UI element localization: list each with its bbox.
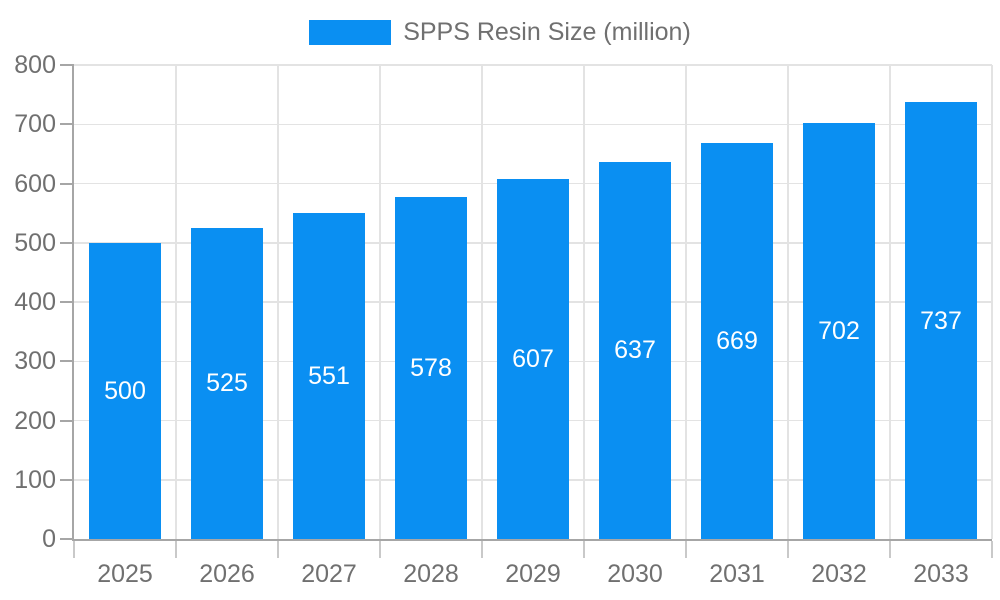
y-axis-tick [60, 182, 74, 185]
y-axis-tick-label: 600 [14, 169, 56, 198]
gridline-vertical [583, 65, 585, 539]
gridline-horizontal [74, 123, 992, 125]
y-axis-tick-label: 300 [14, 347, 56, 376]
x-axis-tick-label: 2026 [199, 560, 255, 588]
x-axis-tick-label: 2032 [811, 560, 867, 588]
bar[interactable] [89, 242, 161, 539]
y-axis-tick-label: 800 [14, 51, 56, 79]
gridline-vertical [991, 65, 993, 539]
bar[interactable] [803, 123, 875, 539]
bar[interactable] [905, 102, 977, 539]
gridline-vertical [379, 65, 381, 539]
x-axis-tick-label: 2029 [505, 560, 561, 588]
x-axis-tick [991, 541, 993, 558]
y-axis-tick [60, 301, 74, 303]
gridline-vertical [277, 65, 279, 539]
bar-value-label: 551 [308, 361, 350, 390]
y-axis-tick-label: 100 [14, 465, 56, 494]
x-axis-tick [889, 541, 891, 558]
x-axis-tick-label: 2025 [97, 560, 153, 588]
gridline-vertical [889, 65, 891, 539]
x-axis-line [72, 539, 992, 541]
legend-label: SPPS Resin Size (million) [403, 17, 691, 46]
y-axis-tick [60, 360, 74, 363]
legend[interactable]: SPPS Resin Size (million) [0, 16, 1000, 48]
gridline-vertical [787, 65, 789, 539]
bar-value-label: 637 [614, 336, 656, 365]
y-axis-tick-label: 500 [14, 228, 56, 257]
bar-value-label: 737 [920, 306, 962, 335]
y-axis-tick [60, 478, 74, 481]
x-axis-tick [379, 541, 381, 558]
y-axis-line [72, 65, 74, 541]
bar[interactable] [599, 161, 671, 539]
y-axis-tick-label: 400 [14, 288, 56, 316]
bar-value-label: 702 [818, 317, 860, 346]
x-axis-tick [481, 541, 483, 558]
x-axis-tick [175, 541, 177, 558]
bar-value-label: 669 [716, 326, 758, 355]
x-axis-tick-label: 2027 [301, 560, 357, 588]
gridline-vertical [481, 65, 483, 539]
x-axis-tick-label: 2031 [709, 560, 765, 588]
y-axis-tick-label: 0 [42, 525, 56, 553]
y-axis-tick-label: 700 [14, 110, 56, 139]
x-axis-tick [583, 541, 585, 558]
gridline-vertical [685, 65, 687, 539]
bar[interactable] [191, 227, 263, 539]
y-axis-tick-label: 200 [14, 406, 56, 435]
y-axis-tick [60, 419, 74, 422]
bar[interactable] [395, 196, 467, 539]
x-axis-tick-label: 2028 [403, 560, 459, 588]
bar[interactable] [497, 179, 569, 539]
x-axis-tick [685, 541, 687, 558]
y-axis-tick [60, 241, 74, 244]
gridline-vertical [175, 65, 177, 539]
x-axis-tick [73, 541, 75, 558]
bar-value-label: 578 [410, 353, 452, 382]
y-axis-tick [60, 64, 74, 66]
y-axis-tick [60, 538, 74, 540]
bar-value-label: 525 [206, 369, 248, 398]
legend-swatch [309, 19, 392, 45]
y-axis-tick [60, 123, 74, 126]
bar[interactable] [293, 212, 365, 539]
x-axis-tick [277, 541, 279, 558]
bar-value-label: 500 [104, 376, 146, 405]
x-axis-tick-label: 2033 [913, 560, 969, 588]
bar-value-label: 607 [512, 345, 554, 374]
gridline-horizontal [74, 64, 992, 66]
bar[interactable] [701, 142, 773, 539]
x-axis-tick-label: 2030 [607, 560, 663, 588]
x-axis-tick [787, 541, 789, 558]
